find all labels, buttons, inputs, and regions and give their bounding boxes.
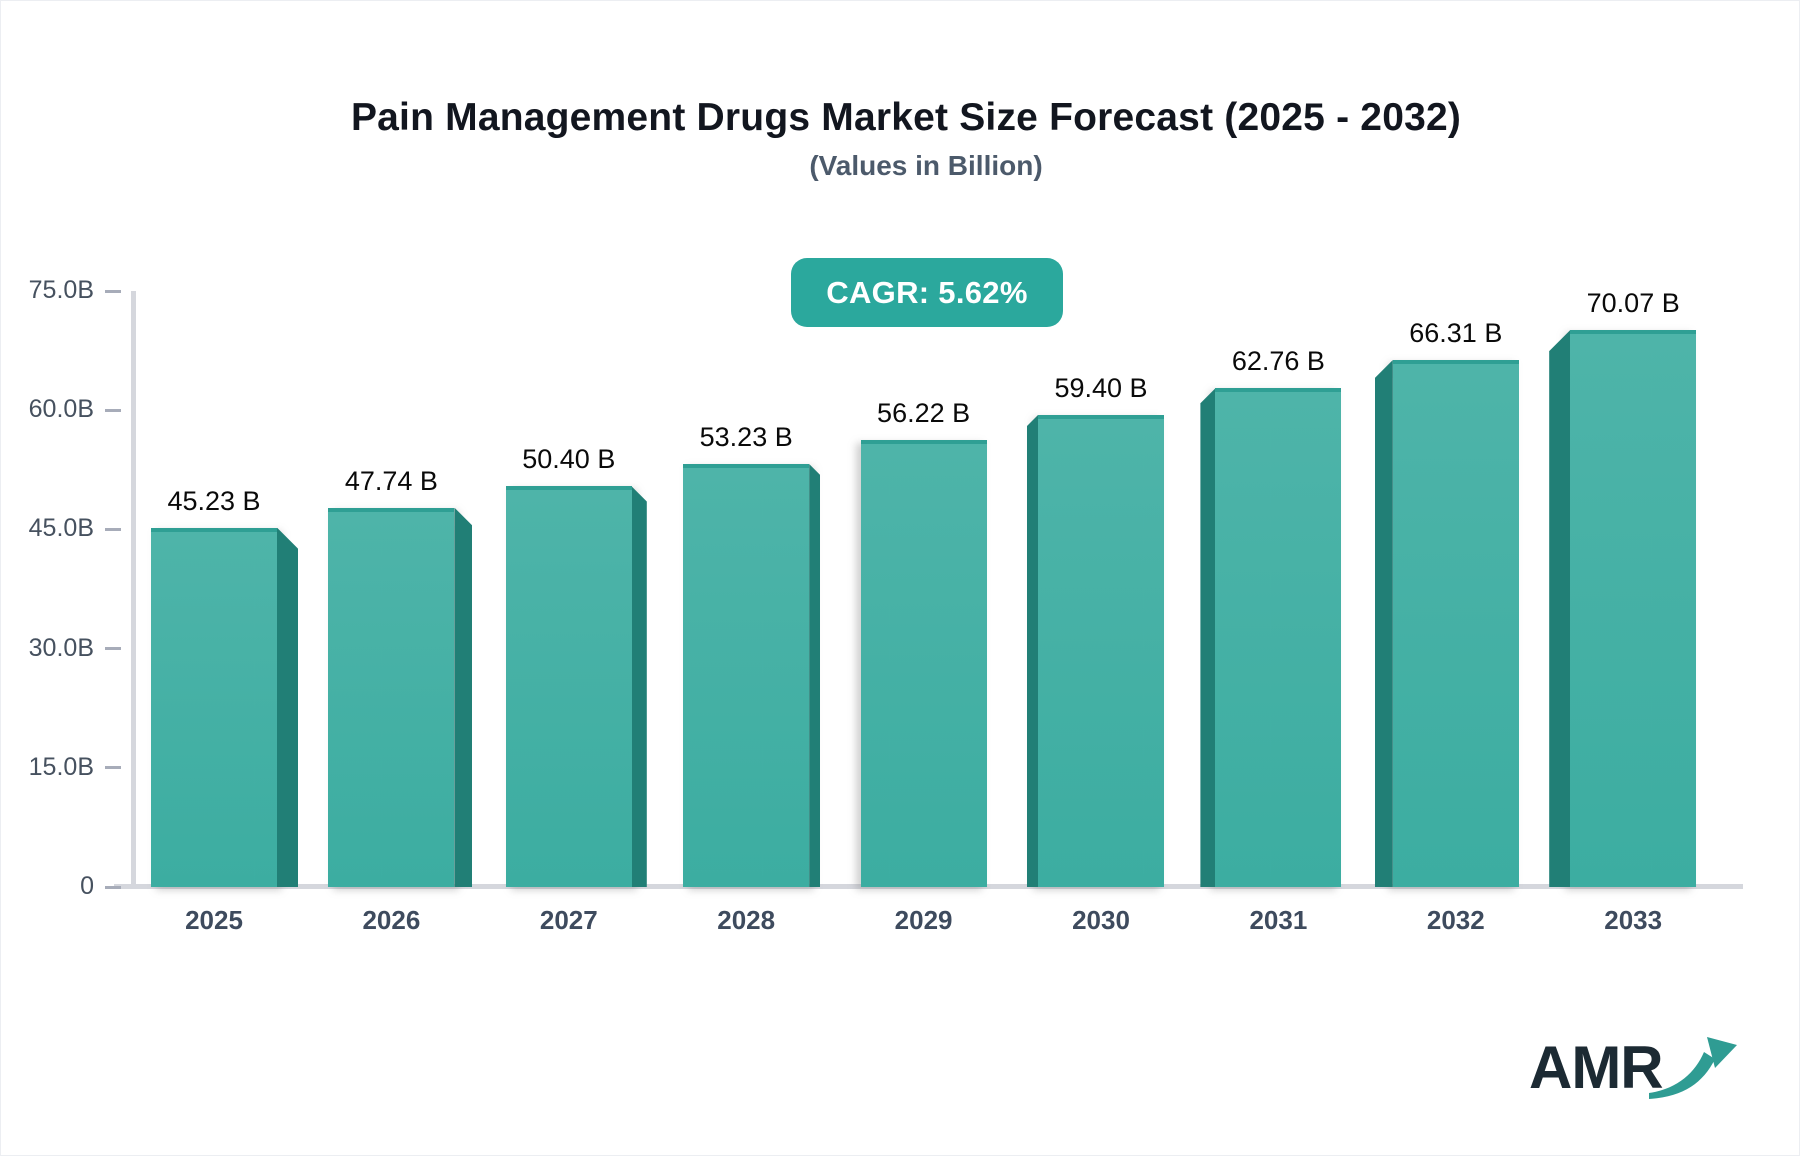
y-tick-dash bbox=[105, 885, 121, 889]
bar-2030 bbox=[1038, 414, 1164, 887]
chart-subtitle: (Values in Billion) bbox=[809, 150, 1043, 181]
bar-value-label: 45.23 B bbox=[167, 485, 261, 516]
bar-value-label: 53.23 B bbox=[699, 421, 793, 452]
bar-value-label: 66.31 B bbox=[1409, 318, 1503, 349]
bar-value-label: 62.76 B bbox=[1231, 346, 1325, 377]
bar-value-label: 47.74 B bbox=[344, 465, 438, 496]
bar-2031 bbox=[1215, 388, 1342, 887]
y-axis-line bbox=[131, 291, 136, 889]
y-tick-dash bbox=[105, 647, 121, 651]
x-axis-label-2025: 2025 bbox=[185, 905, 243, 935]
bar-side-2031 bbox=[1200, 388, 1216, 887]
y-tick-label: 15.0B bbox=[28, 752, 94, 781]
y-tick-dash bbox=[105, 766, 121, 770]
bar-value-label: 70.07 B bbox=[1586, 288, 1680, 319]
y-tick-label: 45.0B bbox=[28, 514, 94, 543]
cagr-badge-label: CAGR: 5.62% bbox=[826, 274, 1028, 310]
x-axis-label-2033: 2033 bbox=[1604, 905, 1663, 935]
y-tick-dash bbox=[105, 527, 121, 531]
bar-side-2027 bbox=[631, 486, 647, 887]
bar-2033 bbox=[1570, 330, 1697, 887]
bar-value-label: 56.22 B bbox=[877, 398, 971, 429]
growth-arrow-head bbox=[1707, 1037, 1737, 1068]
x-axis-label-2028: 2028 bbox=[717, 905, 776, 935]
y-tick-label: 30.0B bbox=[28, 633, 94, 662]
chart-title: Pain Management Drugs Market Size Foreca… bbox=[350, 96, 1462, 139]
x-axis-label-2031: 2031 bbox=[1249, 905, 1308, 935]
x-axis-label-2026: 2026 bbox=[362, 905, 421, 935]
bar-side-2025 bbox=[277, 527, 298, 887]
amr-logo-text: AMR bbox=[1529, 1034, 1664, 1101]
bar-value-label: 50.40 B bbox=[522, 444, 616, 475]
bar-2032 bbox=[1392, 360, 1519, 887]
y-tick-label: 75.0B bbox=[28, 276, 94, 304]
cagr-badge: CAGR: 5.62% bbox=[791, 258, 1063, 327]
y-tick-dash bbox=[105, 408, 121, 412]
x-axis-label-2032: 2032 bbox=[1426, 905, 1485, 935]
bar-2029 bbox=[860, 440, 987, 887]
y-tick-label: 60.0B bbox=[28, 395, 94, 424]
amr-logo: AMR bbox=[1529, 1033, 1759, 1123]
bar-2025 bbox=[151, 527, 277, 887]
growth-arrow-tail bbox=[1649, 1052, 1715, 1099]
bar-2028 bbox=[683, 463, 810, 887]
y-tick-label: 0 bbox=[80, 872, 94, 900]
bar-side-2028 bbox=[809, 463, 821, 887]
bar-side-2026 bbox=[454, 507, 473, 887]
bar-value-label: 59.40 B bbox=[1054, 372, 1148, 403]
x-axis-label-2027: 2027 bbox=[539, 905, 598, 935]
bar-side-2033 bbox=[1549, 330, 1571, 887]
bar-side-2030 bbox=[1027, 414, 1038, 887]
bar-side-2032 bbox=[1374, 360, 1393, 887]
bar-2026 bbox=[328, 507, 455, 887]
growth-arrow-icon bbox=[1649, 1037, 1737, 1099]
bar-2027 bbox=[505, 486, 632, 887]
x-axis-label-2030: 2030 bbox=[1072, 905, 1130, 935]
y-tick-dash bbox=[105, 289, 121, 293]
x-axis-label-2029: 2029 bbox=[894, 905, 953, 935]
